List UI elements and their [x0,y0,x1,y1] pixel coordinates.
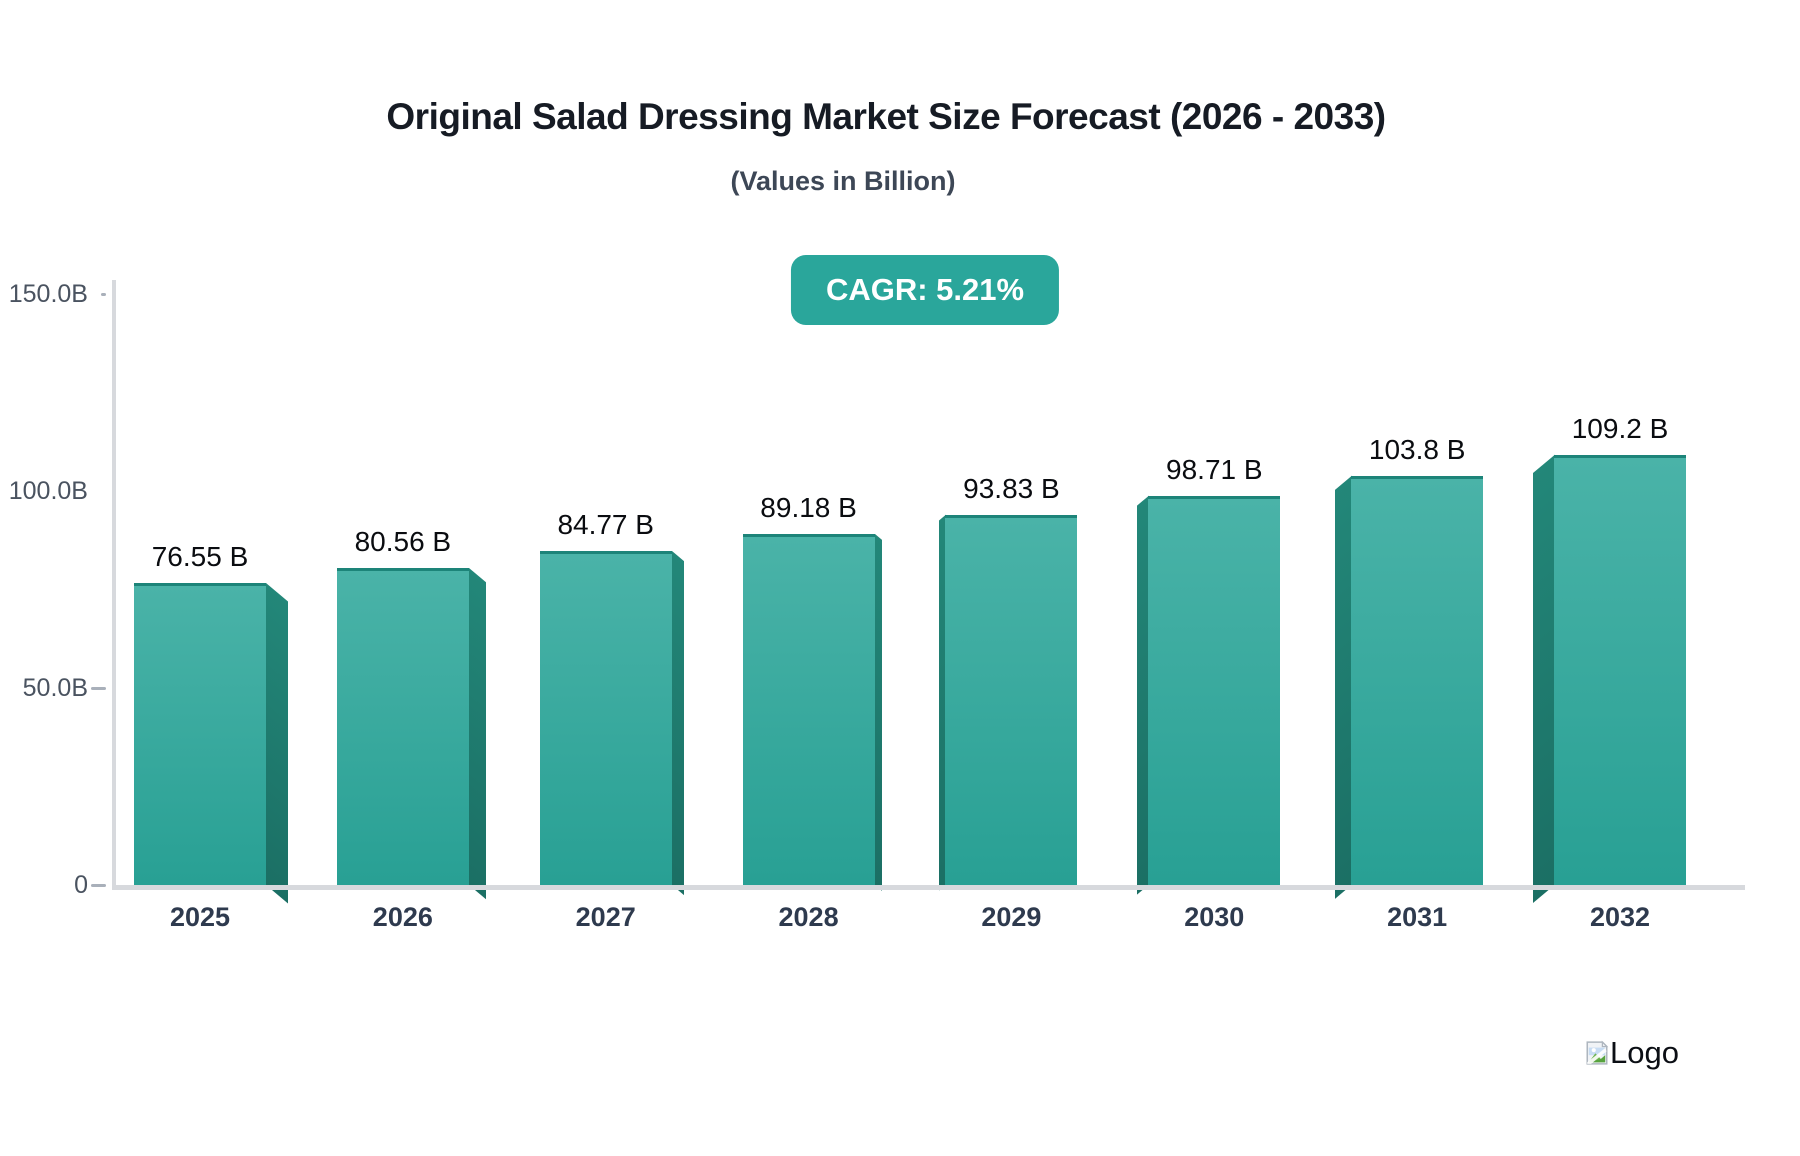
y-axis-tick [91,687,106,690]
bar [1351,476,1484,885]
x-axis-label: 2031 [1387,902,1448,932]
x-axis-label: 2032 [1589,902,1651,932]
y-axis-label: 50.0B [22,674,88,702]
bar-side-face [1136,496,1149,895]
y-axis-tick [101,293,106,296]
x-axis-label: 2030 [1184,902,1245,932]
bar-side-face [1334,476,1352,899]
bar-value-label: 89.18 B [760,491,857,523]
bar-side-face [468,567,486,899]
y-axis-label: 100.0B [8,477,88,505]
bar-side-face [1532,454,1554,904]
x-axis-label: 2025 [169,902,231,932]
bar-side-face [671,551,684,895]
x-axis-label: 2027 [575,902,636,932]
bar-value-label: 98.71 B [1166,454,1263,486]
bar-value-label: 103.8 B [1368,434,1466,466]
logo-link[interactable]: Logo [1584,1036,1679,1070]
chart-title: Original Salad Dressing Market Size Fore… [386,96,1386,137]
bar [1148,496,1281,885]
chart-subtitle: (Values in Billion) [730,166,956,196]
cagr-badge: CAGR: 5.21% [790,255,1060,325]
bar [742,533,875,885]
bar [1554,454,1686,885]
x-axis-label: 2026 [372,902,433,932]
y-axis-tick [91,884,106,887]
bar-value-label: 76.55 B [151,541,249,573]
bar-side-face [266,583,288,904]
bar [134,583,266,885]
bar [539,551,672,885]
x-axis-label: 2029 [981,902,1042,932]
x-axis-label: 2028 [778,902,839,932]
bar-value-label: 93.83 B [963,473,1060,505]
broken-image-icon [1586,1040,1609,1065]
bar-value-label: 109.2 B [1571,412,1669,444]
bar [945,515,1078,885]
bar-value-label: 80.56 B [354,525,452,557]
x-axis-line [112,885,1745,890]
bar [336,567,469,885]
y-axis-label: 0 [74,871,88,899]
y-axis-line [112,280,116,889]
y-axis-label: 150.0B [8,280,88,308]
bar-value-label: 84.77 B [557,509,654,540]
bar-side-face [874,533,882,891]
logo-text: Logo [1610,1035,1679,1070]
